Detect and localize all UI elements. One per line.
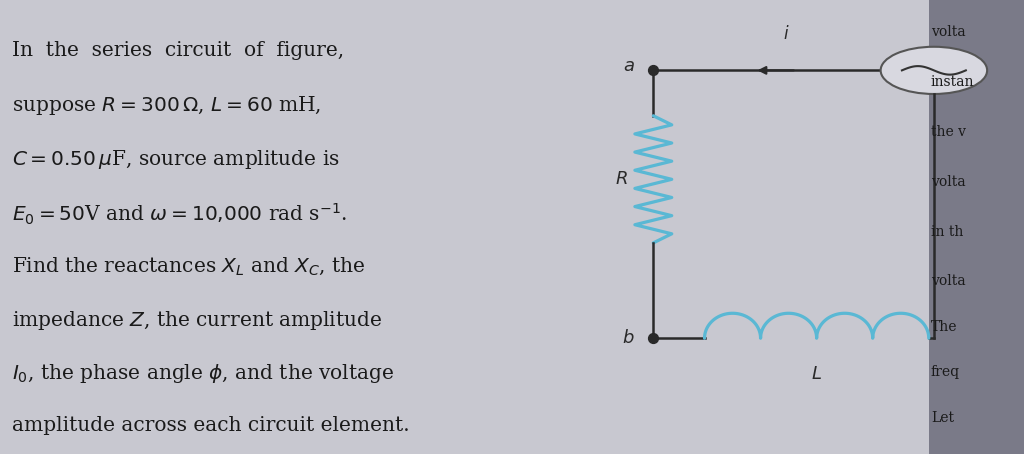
- Text: In  the  series  circuit  of  figure,: In the series circuit of figure,: [12, 41, 344, 60]
- Text: $i$: $i$: [783, 25, 790, 43]
- Text: impedance $Z$, the current amplitude: impedance $Z$, the current amplitude: [12, 309, 382, 332]
- Text: Find the reactances $X_L$ and $X_C$, the: Find the reactances $X_L$ and $X_C$, the: [12, 255, 366, 277]
- Circle shape: [881, 47, 987, 94]
- Text: $a$: $a$: [623, 57, 635, 75]
- Text: instan: instan: [931, 75, 974, 89]
- Text: Let: Let: [931, 411, 953, 424]
- Text: $b$: $b$: [623, 329, 635, 347]
- Text: the v: the v: [931, 125, 966, 138]
- Point: [645, 67, 662, 74]
- Text: freq: freq: [931, 365, 959, 379]
- Text: The: The: [931, 320, 957, 334]
- Text: volta: volta: [931, 25, 966, 39]
- Text: in th: in th: [931, 225, 964, 238]
- Text: $L$: $L$: [811, 365, 822, 384]
- Text: $C = 0.50\,\mu$F, source amplitude is: $C = 0.50\,\mu$F, source amplitude is: [12, 148, 340, 171]
- Text: $E_0 = 50$V and $\omega = 10{,}000$ rad s$^{-1}$.: $E_0 = 50$V and $\omega = 10{,}000$ rad …: [12, 202, 347, 227]
- Point: [645, 335, 662, 342]
- Text: volta: volta: [931, 175, 966, 188]
- Text: volta: volta: [931, 275, 966, 288]
- Text: suppose $R = 300\,\Omega$, $L = 60$ mH,: suppose $R = 300\,\Omega$, $L = 60$ mH,: [12, 94, 322, 118]
- Bar: [929, 0, 1024, 454]
- Text: $R$: $R$: [615, 170, 628, 188]
- Text: $I_0$, the phase angle $\phi$, and the voltage: $I_0$, the phase angle $\phi$, and the v…: [12, 362, 394, 385]
- Text: amplitude across each circuit element.: amplitude across each circuit element.: [12, 416, 410, 435]
